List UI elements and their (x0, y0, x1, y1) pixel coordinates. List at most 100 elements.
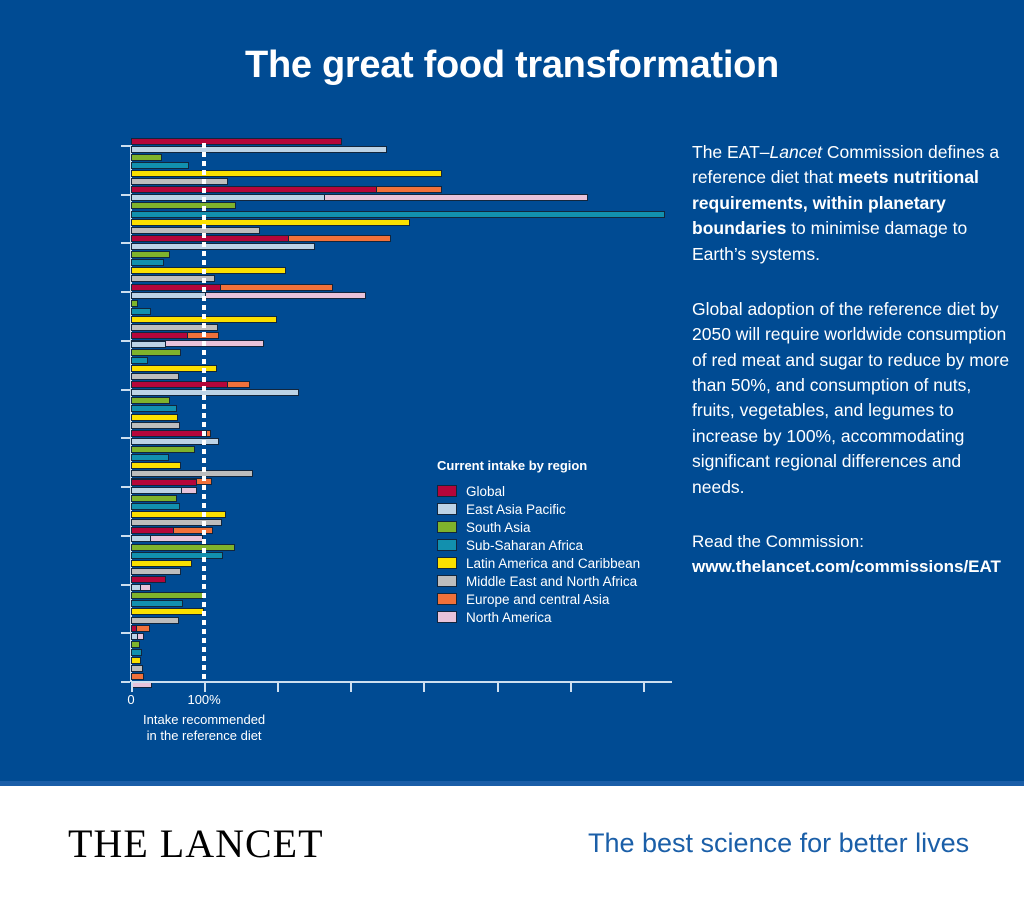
bar-group: Eggs (121, 234, 672, 299)
legend-swatch (437, 575, 457, 587)
bar (131, 389, 300, 397)
y-axis-tick (121, 388, 130, 391)
bar (131, 592, 203, 600)
para1-tail: to minimise damage to Earth’s systems. (692, 218, 968, 264)
y-axis-tick (121, 339, 130, 342)
bar (131, 307, 151, 315)
reference-caption-line2: in the reference diet (146, 728, 262, 744)
bar (131, 657, 142, 665)
bar (131, 600, 183, 608)
bar (131, 470, 254, 478)
legend-item[interactable]: Global (437, 482, 677, 500)
y-axis-tick (121, 583, 130, 586)
bar (131, 576, 167, 584)
bar (131, 462, 181, 470)
bar (131, 348, 182, 356)
reference-line-caption: Intake recommended in the reference diet (143, 712, 265, 745)
y-axis-tick (121, 291, 130, 294)
y-axis-tick (121, 632, 130, 635)
y-axis-tick (121, 486, 130, 489)
bar (131, 340, 167, 348)
x-axis-tick (423, 683, 426, 692)
legend-title: Current intake by region (437, 458, 588, 473)
y-axis-tick (121, 242, 130, 245)
bar (131, 332, 189, 340)
bar-group: Fish (121, 381, 672, 445)
bar-chart: Red meatStarchy vegetablesEggsPoultryTot… (121, 137, 672, 745)
para1-lead: The EAT– (692, 142, 770, 162)
legend-item[interactable]: Sub-Saharan Africa (437, 536, 677, 554)
legend-item[interactable]: East Asia Pacific (437, 500, 677, 518)
bar (131, 178, 229, 185)
footer-tagline: The best science for better lives (588, 828, 970, 858)
legend-swatch (437, 485, 457, 497)
bar (131, 527, 175, 535)
bar (131, 356, 148, 364)
bar (131, 502, 180, 510)
bar (131, 649, 142, 657)
y-axis-tick (121, 681, 130, 683)
lancet-italic: Lancet (769, 142, 823, 162)
x-axis-tick (350, 683, 353, 692)
legend-swatch (437, 593, 457, 605)
x-axis-tick (569, 683, 572, 692)
bar (131, 494, 178, 502)
bar (131, 251, 170, 259)
bar (131, 186, 378, 194)
bar (131, 210, 665, 218)
bar (131, 259, 164, 267)
bar (131, 421, 180, 429)
bar (131, 608, 205, 616)
bar (131, 535, 151, 543)
legend-item[interactable]: Latin America and Caribbean (437, 554, 677, 572)
bar-group: Nuts (121, 624, 672, 689)
plot-area: Red meatStarchy vegetablesEggsPoultryTot… (121, 137, 672, 689)
bar (131, 584, 142, 592)
page-title: The great food transformation (245, 44, 779, 86)
bar (131, 381, 229, 389)
bar (131, 510, 227, 518)
legend-item[interactable]: Europe and central Asia (437, 590, 677, 608)
footer-divider (0, 781, 1024, 786)
commission-url[interactable]: www.thelancet.com/commissions/EAT (692, 556, 1001, 576)
legend-item[interactable]: South Asia (437, 518, 677, 536)
reference-line (202, 143, 207, 683)
bar (131, 145, 387, 153)
legend-item-label: North America (466, 609, 552, 625)
bar (131, 226, 260, 234)
legend-item[interactable]: Middle East and North Africa (437, 572, 677, 590)
bar (131, 275, 216, 283)
legend-swatch (437, 557, 457, 569)
bar (131, 567, 182, 575)
bar (131, 364, 217, 372)
bar (131, 640, 140, 648)
y-axis-line (130, 145, 132, 682)
chart-legend: Current intake by region Global East Asia… (437, 458, 677, 626)
x-axis-tick (642, 683, 645, 692)
bar (131, 397, 170, 405)
bar (131, 673, 145, 681)
bar (131, 454, 170, 462)
legend-item-label: Latin America and Caribbean (466, 555, 641, 571)
legend-swatch (437, 521, 457, 533)
lancet-logo: THE LANCET (68, 821, 324, 866)
legend-swatch (437, 539, 457, 551)
bar (131, 543, 235, 551)
bar (131, 437, 219, 445)
bar-group: Poultry (121, 283, 672, 348)
bar (131, 429, 208, 437)
legend-swatch (437, 503, 457, 515)
x-axis-tick (204, 683, 207, 692)
legend-item[interactable]: North America (437, 608, 677, 626)
bar (131, 665, 143, 673)
y-axis-tick (121, 145, 130, 147)
legend-item-label: Europe and central Asia (466, 591, 610, 607)
x-axis-line (131, 681, 672, 683)
bar (131, 519, 223, 527)
legend-item-label: Sub-Saharan Africa (466, 537, 584, 553)
bar (131, 153, 162, 161)
bar (131, 194, 326, 202)
bar-group: Whole grains (121, 576, 672, 640)
bar (131, 291, 207, 299)
